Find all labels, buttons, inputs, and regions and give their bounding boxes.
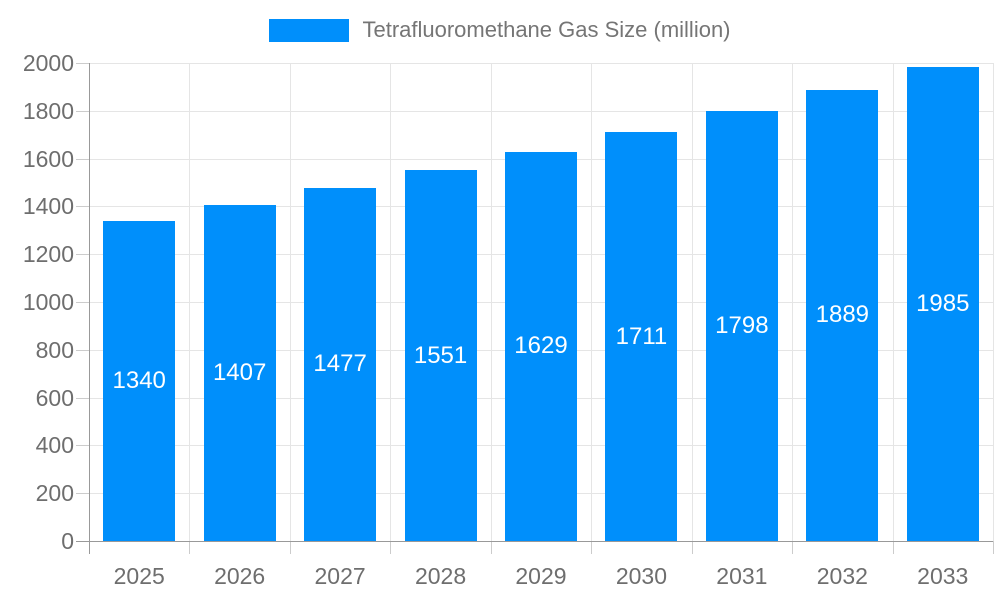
legend[interactable]: Tetrafluoromethane Gas Size (million) [0,16,1000,44]
bar-value-label: 1407 [212,358,267,386]
y-axis-tick [76,158,89,160]
y-axis-label: 400 [35,432,74,459]
y-axis-label: 600 [35,384,74,411]
x-axis-tick [289,541,291,554]
gridline-vertical [591,63,593,541]
bar-value-label: 1889 [815,301,870,329]
y-axis-tick [76,349,89,351]
bar-2033[interactable]: 1985 [906,66,979,541]
bar-value-label: 1340 [112,366,166,394]
x-axis-tick [993,541,994,554]
y-axis-label: 1600 [22,145,74,172]
legend-swatch[interactable] [269,18,350,42]
gridline-vertical [792,63,794,541]
x-axis-label: 2025 [113,563,165,589]
gridline-vertical [490,63,492,541]
x-axis-label: 2030 [615,563,668,589]
y-axis-tick [76,493,89,495]
bar-2032[interactable]: 1889 [806,89,879,541]
y-axis-label: 200 [35,480,74,507]
y-axis-tick [76,445,89,447]
gridline-vertical [993,63,994,541]
bar-2029[interactable]: 1629 [505,151,577,541]
x-axis-tick [792,541,794,554]
x-axis-tick [390,541,392,554]
bar-2028[interactable]: 1551 [404,170,477,541]
bar-value-label: 1477 [313,350,367,378]
x-axis-label: 2033 [917,563,969,589]
x-axis-tick [691,541,693,554]
bar-2031[interactable]: 1798 [705,111,778,541]
bar-2025[interactable]: 1340 [103,220,176,541]
y-axis-label: 1200 [22,241,74,268]
x-axis-label: 2026 [214,563,266,589]
gridline-vertical [289,63,291,541]
y-axis-label: 1800 [22,97,74,124]
x-axis-label: 2028 [414,563,467,589]
bar-value-label: 1711 [615,322,668,350]
x-axis-tick [892,541,894,554]
bar-2026[interactable]: 1407 [203,204,276,541]
y-axis-label: 2000 [22,50,74,76]
x-axis-tick [591,541,593,554]
y-axis-label: 1400 [22,193,74,220]
y-axis-label: 0 [61,528,74,554]
y-axis-tick [76,302,89,303]
gridline-vertical [390,63,392,541]
bar-value-label: 1551 [413,341,468,369]
y-axis-tick [76,110,89,112]
x-axis-label: 2032 [816,563,868,589]
y-axis-label: 1000 [22,289,74,315]
gridline-vertical [189,63,191,541]
bar-value-label: 1985 [916,289,970,317]
x-axis-label: 2029 [515,563,567,589]
plot-area: 0 200 400 600 800 1000 1200 1400 1600 1800 2000 134… [23,50,994,589]
gridline-horizontal [89,63,993,64]
x-axis-label: 2031 [716,563,768,589]
x-axis-tick [189,541,191,554]
y-axis-tick [76,397,89,399]
y-axis-label: 800 [35,336,74,363]
y-axis-tick [76,254,89,256]
x-axis-label: 2027 [314,563,366,589]
gridline-vertical [691,63,693,541]
bar-value-label: 1798 [715,312,769,340]
y-axis-tick [76,206,89,208]
gridline-vertical [892,63,894,541]
bar-2027[interactable]: 1477 [304,187,377,541]
bar-value-label: 1629 [514,332,568,360]
x-axis-tick [490,541,492,554]
bar-2030[interactable]: 1711 [605,132,678,541]
x-axis-line [76,541,993,542]
legend-label: Tetrafluoromethane Gas Size (million) [362,17,731,42]
y-axis-line [89,63,90,554]
gridline-horizontal [89,110,993,112]
y-axis-tick [76,63,89,64]
